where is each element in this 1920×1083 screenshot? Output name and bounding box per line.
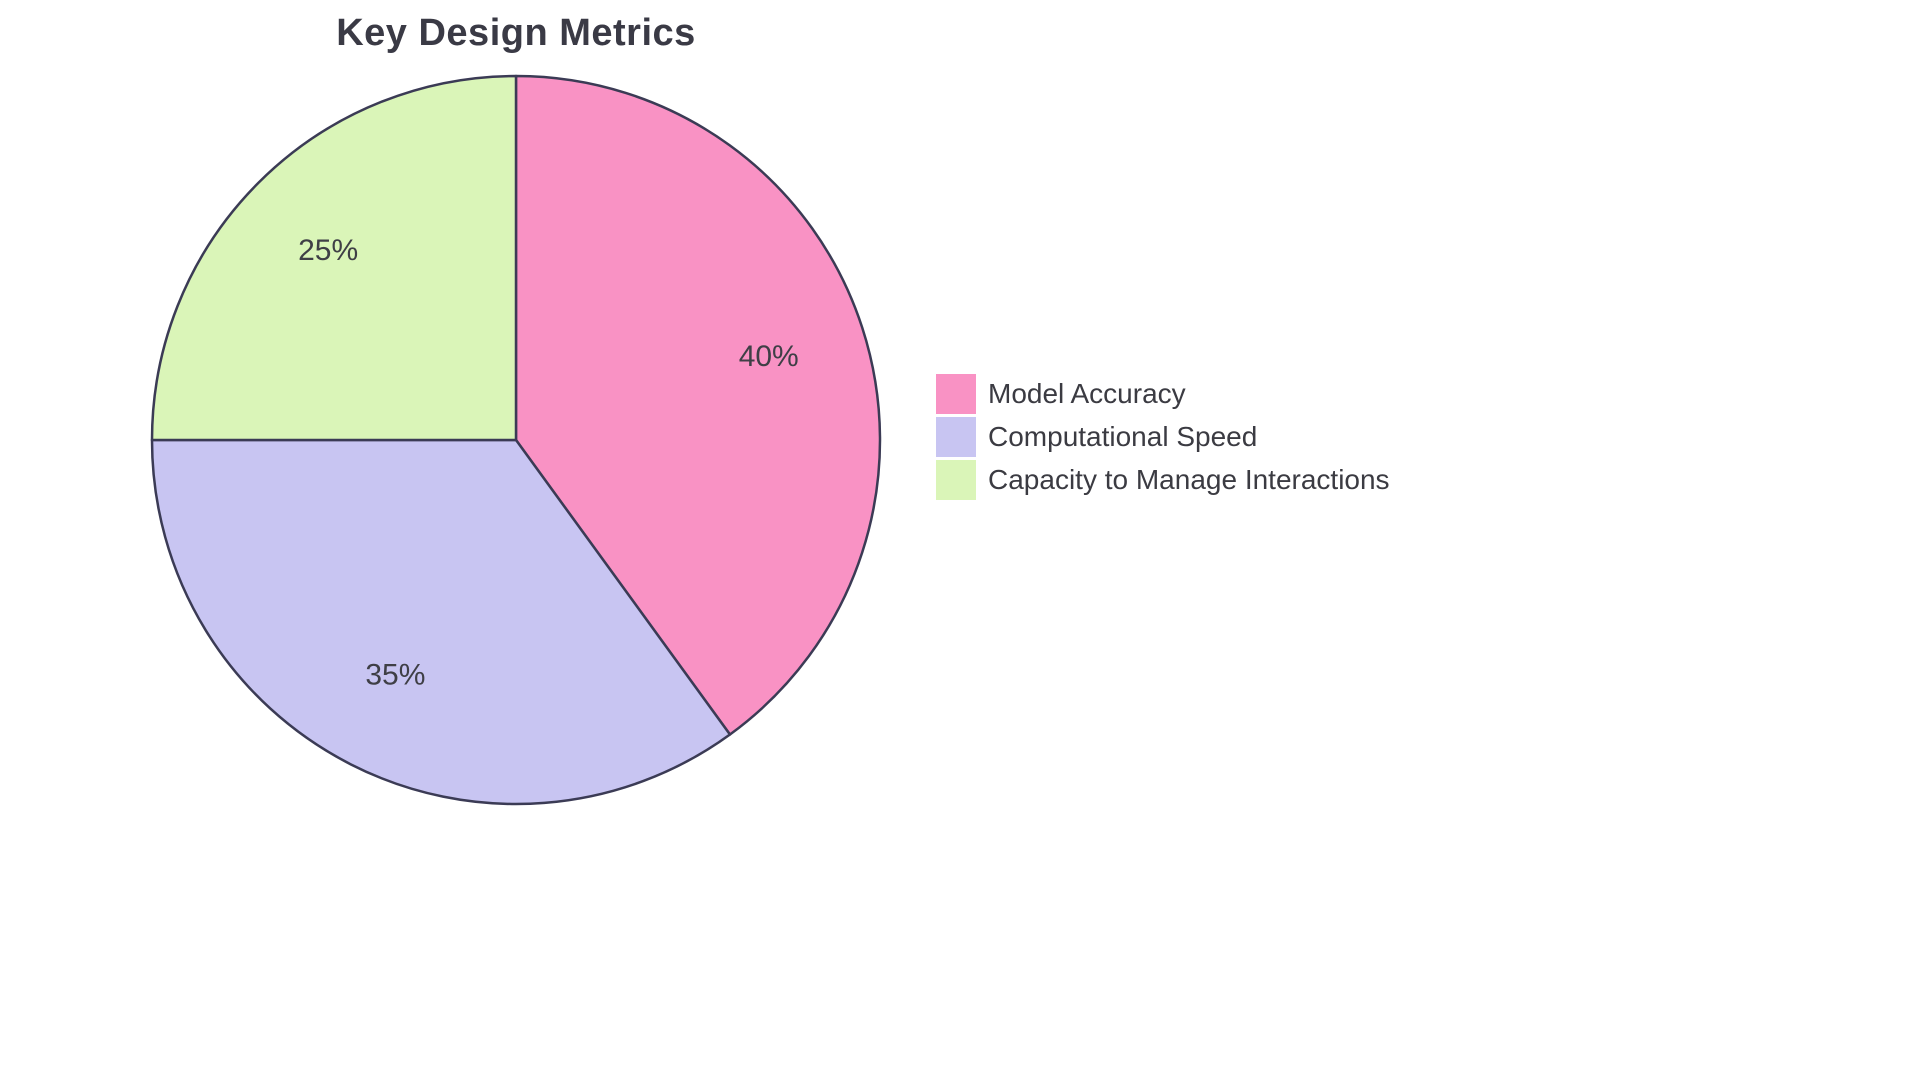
pie-slice-capacity-to-manage-interactions — [150, 74, 518, 442]
legend-item: Capacity to Manage Interactions — [936, 460, 1390, 500]
legend-swatch — [936, 374, 976, 414]
legend-item: Computational Speed — [936, 417, 1390, 457]
legend-label: Computational Speed — [988, 421, 1258, 452]
legend-label: Model Accuracy — [988, 378, 1186, 409]
legend-swatch — [936, 417, 976, 457]
legend-swatch — [936, 460, 976, 500]
slice-percentage-label: 25% — [298, 234, 358, 267]
chart-title: Key Design Metrics — [336, 12, 696, 54]
pie-slice-computational-speed — [150, 438, 732, 806]
pie-slice-model-accuracy — [514, 74, 882, 736]
slice-percentage-label: 40% — [739, 340, 799, 373]
legend-label: Capacity to Manage Interactions — [988, 464, 1390, 495]
legend-item: Model Accuracy — [936, 374, 1390, 414]
legend: Model Accuracy Computational Speed Capacit… — [936, 374, 1390, 500]
slice-percentage-label: 35% — [365, 659, 425, 692]
